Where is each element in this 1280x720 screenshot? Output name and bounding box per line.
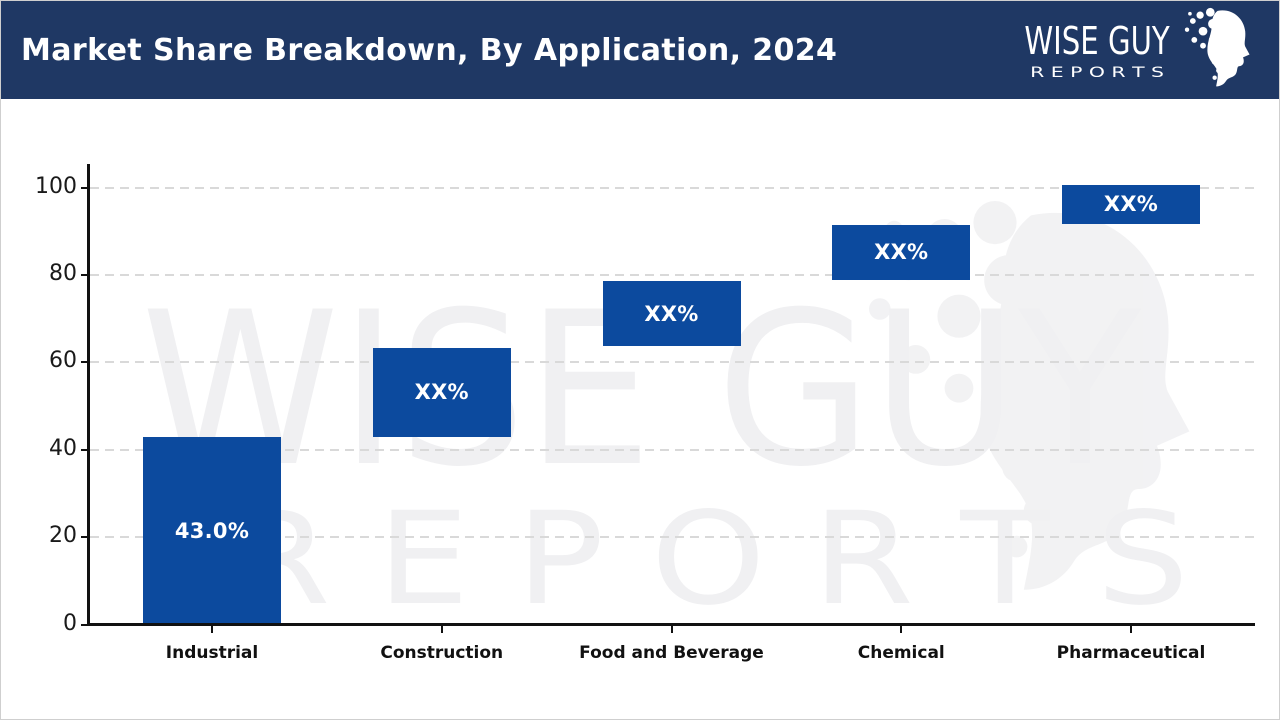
bar-industrial: 43.0%: [143, 436, 281, 625]
y-tick-label-20: 20: [49, 523, 77, 549]
x-tick-label-industrial: Industrial: [165, 643, 259, 663]
x-tick-pharmaceutical: [1130, 625, 1132, 633]
y-tick-label-0: 0: [63, 610, 77, 636]
gridline-100: [90, 186, 1254, 189]
y-tick-label-80: 80: [49, 260, 77, 286]
bar-chemical: XX%: [832, 224, 971, 280]
y-tick-60: [81, 361, 89, 364]
y-tick-label-100: 100: [35, 173, 77, 199]
bar-value-label-construction: XX%: [414, 380, 469, 405]
x-tick-food-and-beverage: [670, 625, 673, 633]
bar-value-label-industrial: 43.0%: [174, 518, 250, 543]
x-tick-label-chemical: Chemical: [857, 643, 945, 663]
y-axis-line: [87, 164, 90, 625]
header-banner: Market Share Breakdown, By Application, …: [1, 1, 1279, 99]
x-tick-construction: [440, 625, 443, 633]
bar-food-and-beverage: XX%: [602, 281, 741, 347]
wise-guy-reports-logo: WISE GUY R E P O R T S: [1024, 7, 1250, 87]
gridline-20: [90, 536, 1254, 539]
bar-value-label-pharmaceutical: XX%: [1103, 192, 1159, 217]
y-tick-100: [81, 186, 89, 189]
watermark-wise-guy-reports: WISE GUY R E P O R T S: [141, 201, 1190, 634]
gridline-80: [90, 273, 1254, 276]
gridline-60: [90, 361, 1254, 364]
logo-line2: R E P O R T S: [1030, 65, 1164, 81]
logo-line1: WISE GUY: [1024, 19, 1170, 64]
x-tick-chemical: [900, 625, 903, 633]
y-tick-label-60: 60: [49, 348, 77, 374]
x-tick-industrial: [211, 625, 213, 633]
gridline-40: [90, 448, 1254, 451]
y-tick-0: [81, 623, 89, 626]
y-tick-80: [81, 273, 89, 276]
y-tick-40: [81, 448, 89, 451]
page-title: Market Share Breakdown, By Application, …: [21, 32, 838, 68]
bar-construction: XX%: [372, 347, 511, 437]
x-tick-label-construction: Construction: [380, 643, 504, 663]
x-tick-label-pharmaceutical: Pharmaceutical: [1056, 643, 1206, 663]
y-tick-label-40: 40: [49, 435, 77, 461]
x-tick-label-food-and-beverage: Food and Beverage: [579, 643, 764, 663]
bar-value-label-food-and-beverage: XX%: [644, 301, 699, 326]
bar-pharmaceutical: XX%: [1062, 184, 1200, 224]
x-axis-line: [87, 623, 1255, 626]
bar-value-label-chemical: XX%: [874, 240, 929, 265]
y-tick-20: [81, 536, 89, 539]
